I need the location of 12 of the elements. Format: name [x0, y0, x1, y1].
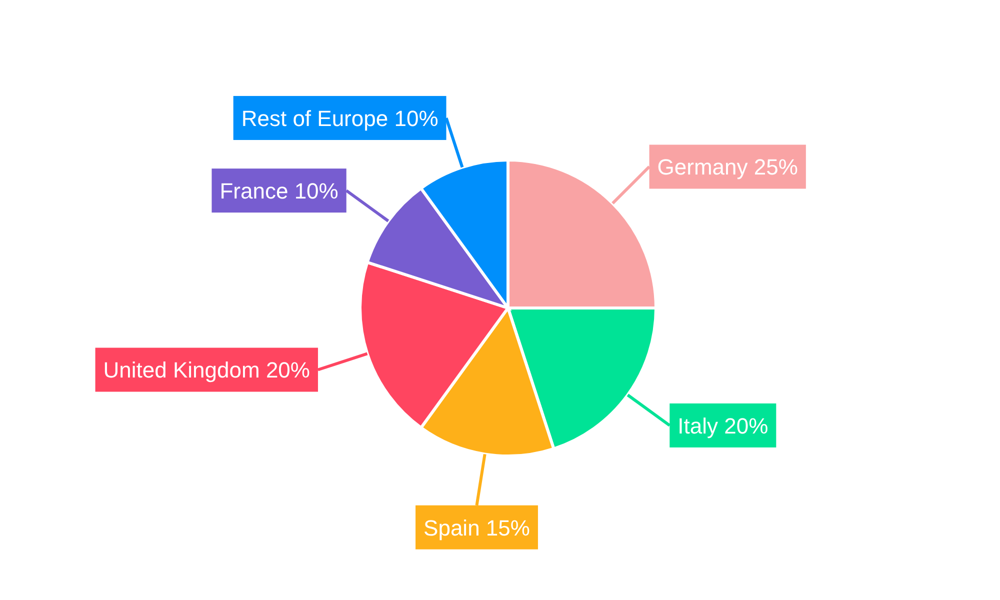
slice-label: United Kingdom [103, 357, 266, 382]
data-label: 15% [486, 514, 530, 540]
data-label: 20% [724, 412, 768, 438]
slice-label: France [220, 178, 294, 204]
slice-label: Rest of Europe [241, 105, 394, 130]
slice-label: Germany [657, 154, 754, 180]
data-label: 10% [294, 178, 338, 204]
data-label: 25% [754, 154, 798, 180]
slice-label: Italy [678, 412, 724, 438]
data-label: 20% [266, 357, 310, 382]
slice-label: Spain [424, 514, 486, 540]
data-label: 10% [394, 105, 438, 130]
